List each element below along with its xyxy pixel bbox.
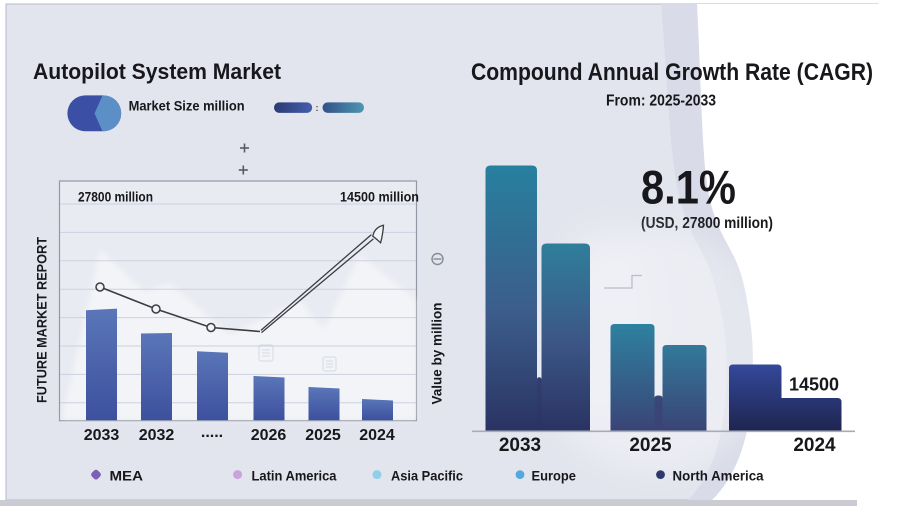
- svg-text:2024: 2024: [793, 435, 836, 456]
- svg-text:(USD, 27800 million): (USD, 27800 million): [641, 215, 773, 232]
- svg-text:Latin America: Latin America: [252, 468, 337, 484]
- svg-text:2032: 2032: [139, 427, 175, 444]
- svg-text:.....: .....: [201, 424, 223, 441]
- svg-text:14500: 14500: [789, 375, 839, 395]
- svg-text:27800 million: 27800 million: [78, 190, 153, 205]
- svg-text:FUTURE MARKET REPORT: FUTURE MARKET REPORT: [34, 237, 50, 403]
- svg-text:Value by million: Value by million: [429, 302, 444, 404]
- svg-text:2033: 2033: [499, 435, 541, 456]
- svg-text:Compound Annual Growth Rate (C: Compound Annual Growth Rate (CAGR): [471, 59, 873, 86]
- svg-text:From: 2025-2033: From: 2025-2033: [606, 93, 716, 110]
- svg-text:14500 million: 14500 million: [340, 190, 419, 205]
- svg-text:2024: 2024: [359, 427, 395, 444]
- svg-text:MEA: MEA: [110, 468, 144, 484]
- svg-text::: :: [316, 103, 319, 113]
- svg-text:North America: North America: [673, 468, 764, 484]
- svg-text:8.1%: 8.1%: [641, 161, 736, 214]
- svg-text:Asia Pacific: Asia Pacific: [391, 468, 463, 484]
- svg-text:2033: 2033: [84, 427, 120, 444]
- svg-text:2025: 2025: [629, 435, 672, 456]
- svg-text:2025: 2025: [305, 427, 341, 444]
- svg-text:2026: 2026: [251, 427, 287, 444]
- svg-text:Autopilot System Market: Autopilot System Market: [33, 59, 281, 84]
- svg-text:Europe: Europe: [532, 468, 577, 484]
- svg-text:Market Size million: Market Size million: [129, 99, 245, 114]
